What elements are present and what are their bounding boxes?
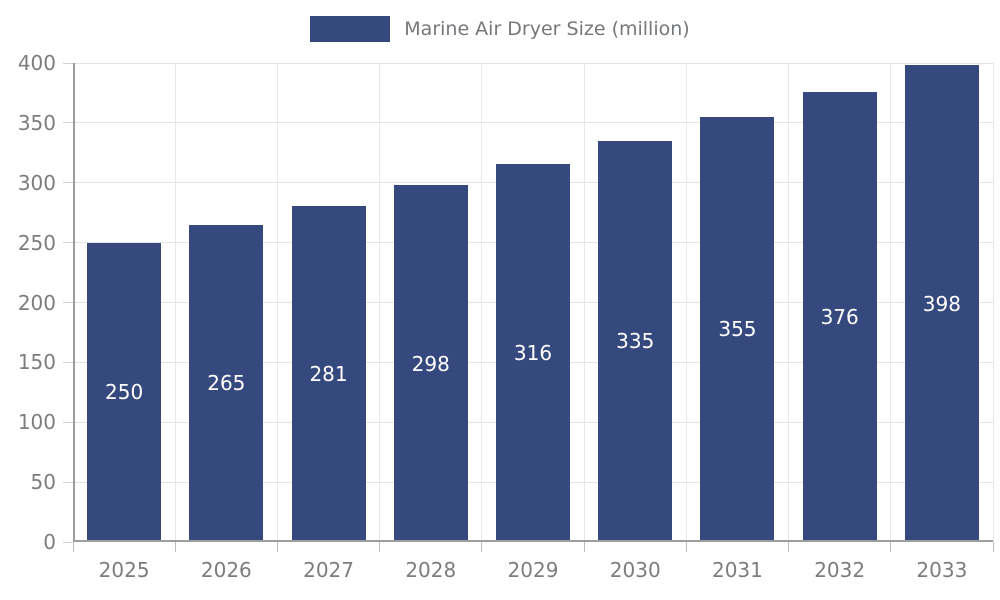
x-tick-label: 2033 (916, 558, 968, 582)
bar (496, 163, 570, 542)
gridline-vertical (890, 63, 892, 542)
gridline-vertical (481, 63, 483, 542)
gridline-vertical (379, 63, 381, 542)
y-tick-label: 250 (17, 230, 56, 255)
gridline-vertical (992, 63, 994, 542)
y-axis-tick (63, 361, 73, 363)
x-tick-label: 2029 (507, 558, 559, 582)
y-tick-label: 200 (17, 290, 56, 315)
legend-label: Marine Air Dryer Size (million) (404, 18, 690, 40)
bar-value-label: 298 (411, 351, 450, 376)
x-axis-line (73, 540, 993, 542)
bar (700, 116, 775, 542)
x-axis-tick (685, 542, 687, 552)
legend: Marine Air Dryer Size (million) (0, 16, 1000, 42)
bar-value-label: 376 (820, 304, 859, 329)
x-tick-label: 2025 (98, 558, 150, 582)
y-axis-tick (63, 62, 73, 64)
y-tick-label: 300 (17, 170, 56, 195)
x-axis-tick (583, 542, 585, 552)
bar-value-label: 398 (922, 291, 961, 316)
y-tick-label: 150 (17, 350, 56, 375)
x-axis-tick (276, 542, 278, 552)
y-axis-tick (63, 182, 73, 184)
y-tick-label: 50 (30, 470, 56, 495)
gridline-horizontal (73, 122, 993, 124)
legend-swatch (310, 16, 391, 42)
bar (393, 185, 468, 542)
y-tick-label: 350 (17, 110, 56, 135)
x-tick-label: 2027 (303, 558, 354, 582)
gridline-vertical (583, 63, 585, 542)
x-axis-tick (481, 542, 483, 552)
x-tick-label: 2031 (711, 558, 763, 582)
x-tick-label: 2028 (405, 558, 457, 582)
x-tick-label: 2026 (200, 558, 252, 582)
x-axis-tick (788, 542, 790, 552)
y-tick-label: 0 (43, 530, 56, 554)
y-axis-tick (63, 481, 73, 483)
x-axis-tick (72, 542, 74, 552)
y-axis-tick (63, 122, 73, 124)
bar (598, 140, 673, 542)
x-axis-tick (174, 542, 176, 552)
plot-area: 0 50 100 150 200 250 300 350 400 250 2025 265 2026 28… (18, 51, 994, 582)
x-tick-label: 2032 (814, 558, 866, 582)
y-axis-tick (63, 242, 73, 244)
x-axis-tick (890, 542, 892, 552)
bar (87, 242, 162, 542)
gridline-vertical (685, 63, 687, 542)
gridline-horizontal (73, 62, 993, 64)
bar-value-label: 265 (207, 371, 246, 396)
gridline-vertical (788, 63, 790, 542)
bar (189, 224, 264, 542)
x-axis-tick (992, 542, 994, 552)
gridline-vertical (174, 63, 176, 542)
y-axis-tick (63, 541, 73, 543)
bar-value-label: 335 (616, 329, 655, 354)
bar (904, 65, 979, 542)
x-axis-tick (379, 542, 381, 552)
y-axis-tick (63, 302, 73, 303)
y-axis-line (73, 63, 75, 542)
gridline-vertical (276, 63, 278, 542)
bar-value-label: 355 (718, 317, 757, 342)
bar-value-label: 316 (513, 340, 553, 365)
y-tick-label: 400 (17, 51, 56, 75)
bar-value-label: 250 (105, 380, 144, 405)
bar (291, 205, 366, 542)
x-tick-label: 2030 (609, 558, 661, 582)
y-tick-label: 100 (17, 410, 56, 435)
bar-value-label: 281 (309, 361, 348, 386)
y-axis-tick (63, 421, 73, 423)
bar (802, 91, 877, 542)
